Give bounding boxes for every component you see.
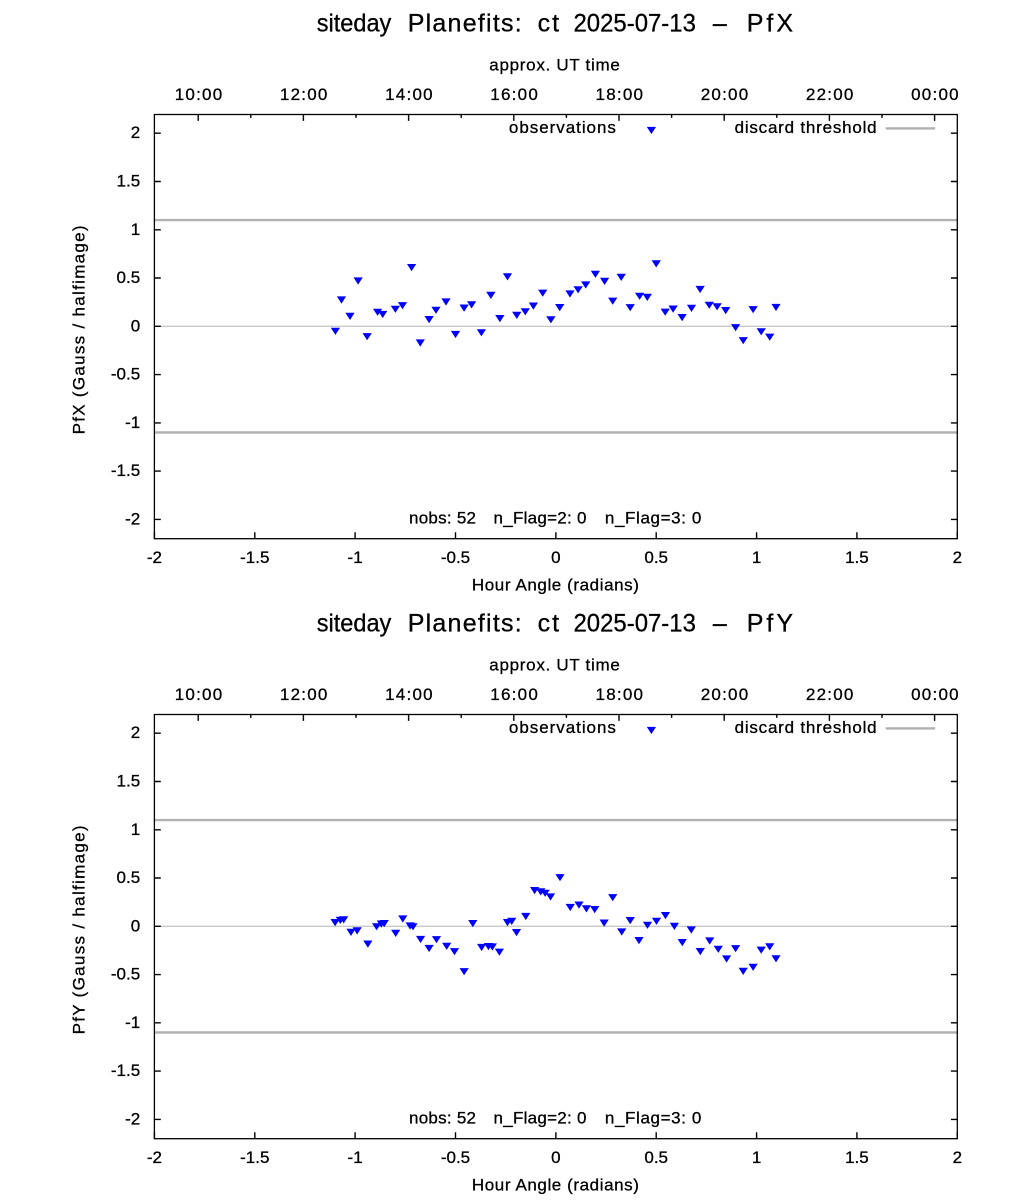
svg-text:n_Flag=2: 0: n_Flag=2: 0 (494, 1108, 587, 1127)
svg-text:discard threshold: discard threshold (735, 118, 877, 137)
svg-text:-2: -2 (125, 1109, 140, 1128)
svg-text:discard threshold: discard threshold (735, 718, 877, 737)
svg-text:16:00: 16:00 (490, 85, 538, 104)
svg-text:1.5: 1.5 (117, 172, 141, 191)
svg-text:12:00: 12:00 (280, 685, 328, 704)
svg-text:18:00: 18:00 (596, 685, 644, 704)
svg-text:n_Flag=2: 0: n_Flag=2: 0 (494, 508, 587, 527)
svg-text:ct: ct (538, 10, 560, 38)
svg-text:2: 2 (953, 548, 962, 567)
svg-text:-0.5: -0.5 (111, 965, 140, 984)
svg-text:ct: ct (538, 610, 560, 638)
svg-text:-1.5: -1.5 (240, 1148, 269, 1167)
svg-text:16:00: 16:00 (490, 685, 538, 704)
svg-text:0: 0 (131, 916, 140, 935)
svg-text:14:00: 14:00 (385, 685, 433, 704)
svg-text:22:00: 22:00 (806, 685, 854, 704)
svg-text:1.5: 1.5 (845, 548, 869, 567)
svg-text:n_Flag=3: 0: n_Flag=3: 0 (605, 1108, 702, 1127)
svg-text:nobs: 52: nobs: 52 (409, 1108, 476, 1127)
svg-text:0.5: 0.5 (644, 548, 668, 567)
svg-text:-1.5: -1.5 (111, 1061, 140, 1080)
svg-text:18:00: 18:00 (596, 85, 644, 104)
svg-text:0: 0 (551, 548, 560, 567)
svg-text:-1: -1 (348, 1148, 363, 1167)
svg-text:Hour Angle (radians): Hour Angle (radians) (472, 576, 639, 595)
svg-text:siteday: siteday (317, 610, 392, 638)
svg-text:PfX: PfX (747, 10, 794, 38)
svg-text:-1: -1 (125, 1013, 140, 1032)
svg-text:2025-07-13: 2025-07-13 (574, 10, 696, 38)
svg-text:-1: -1 (125, 413, 140, 432)
svg-text:Hour Angle (radians): Hour Angle (radians) (472, 1176, 639, 1195)
svg-text:2: 2 (953, 1148, 962, 1167)
svg-text:-1: -1 (348, 548, 363, 567)
svg-text:1: 1 (131, 220, 140, 239)
svg-text:observations: observations (509, 118, 616, 137)
svg-text:PfY: PfY (747, 610, 794, 638)
svg-text:–: – (713, 610, 727, 638)
svg-text:20:00: 20:00 (701, 685, 749, 704)
svg-text:22:00: 22:00 (806, 85, 854, 104)
svg-text:12:00: 12:00 (280, 85, 328, 104)
svg-text:-2: -2 (147, 1148, 162, 1167)
svg-text:observations: observations (509, 718, 616, 737)
svg-text:-1.5: -1.5 (240, 548, 269, 567)
svg-text:approx. UT time: approx. UT time (489, 56, 620, 75)
svg-text:10:00: 10:00 (175, 85, 223, 104)
svg-text:1: 1 (752, 1148, 761, 1167)
svg-text:-0.5: -0.5 (441, 1148, 470, 1167)
svg-text:2025-07-13: 2025-07-13 (574, 610, 696, 638)
svg-text:-0.5: -0.5 (111, 365, 140, 384)
svg-text:20:00: 20:00 (701, 85, 749, 104)
svg-text:–: – (713, 10, 727, 38)
svg-text:00:00: 00:00 (911, 85, 959, 104)
svg-text:0.5: 0.5 (117, 868, 141, 887)
svg-text:2: 2 (131, 723, 140, 742)
svg-text:00:00: 00:00 (911, 685, 959, 704)
svg-text:approx. UT time: approx. UT time (489, 656, 620, 675)
svg-text:0: 0 (131, 316, 140, 335)
svg-text:0.5: 0.5 (117, 268, 141, 287)
svg-text:-1.5: -1.5 (111, 461, 140, 480)
svg-text:1: 1 (131, 820, 140, 839)
svg-text:10:00: 10:00 (175, 685, 223, 704)
svg-text:1.5: 1.5 (117, 772, 141, 791)
svg-text:-2: -2 (125, 509, 140, 528)
svg-text:Planefits:: Planefits: (408, 610, 522, 638)
svg-text:nobs: 52: nobs: 52 (409, 508, 476, 527)
svg-text:1.5: 1.5 (845, 1148, 869, 1167)
svg-text:siteday: siteday (317, 10, 392, 38)
svg-text:n_Flag=3: 0: n_Flag=3: 0 (605, 508, 702, 527)
svg-text:-0.5: -0.5 (441, 548, 470, 567)
svg-text:Planefits:: Planefits: (408, 10, 522, 38)
svg-text:1: 1 (752, 548, 761, 567)
svg-text:-2: -2 (147, 548, 162, 567)
svg-text:2: 2 (131, 123, 140, 142)
svg-text:0.5: 0.5 (644, 1148, 668, 1167)
svg-text:14:00: 14:00 (385, 85, 433, 104)
svg-text:PfX (Gauss / halfimage): PfX (Gauss / halfimage) (70, 225, 89, 434)
svg-text:0: 0 (551, 1148, 560, 1167)
